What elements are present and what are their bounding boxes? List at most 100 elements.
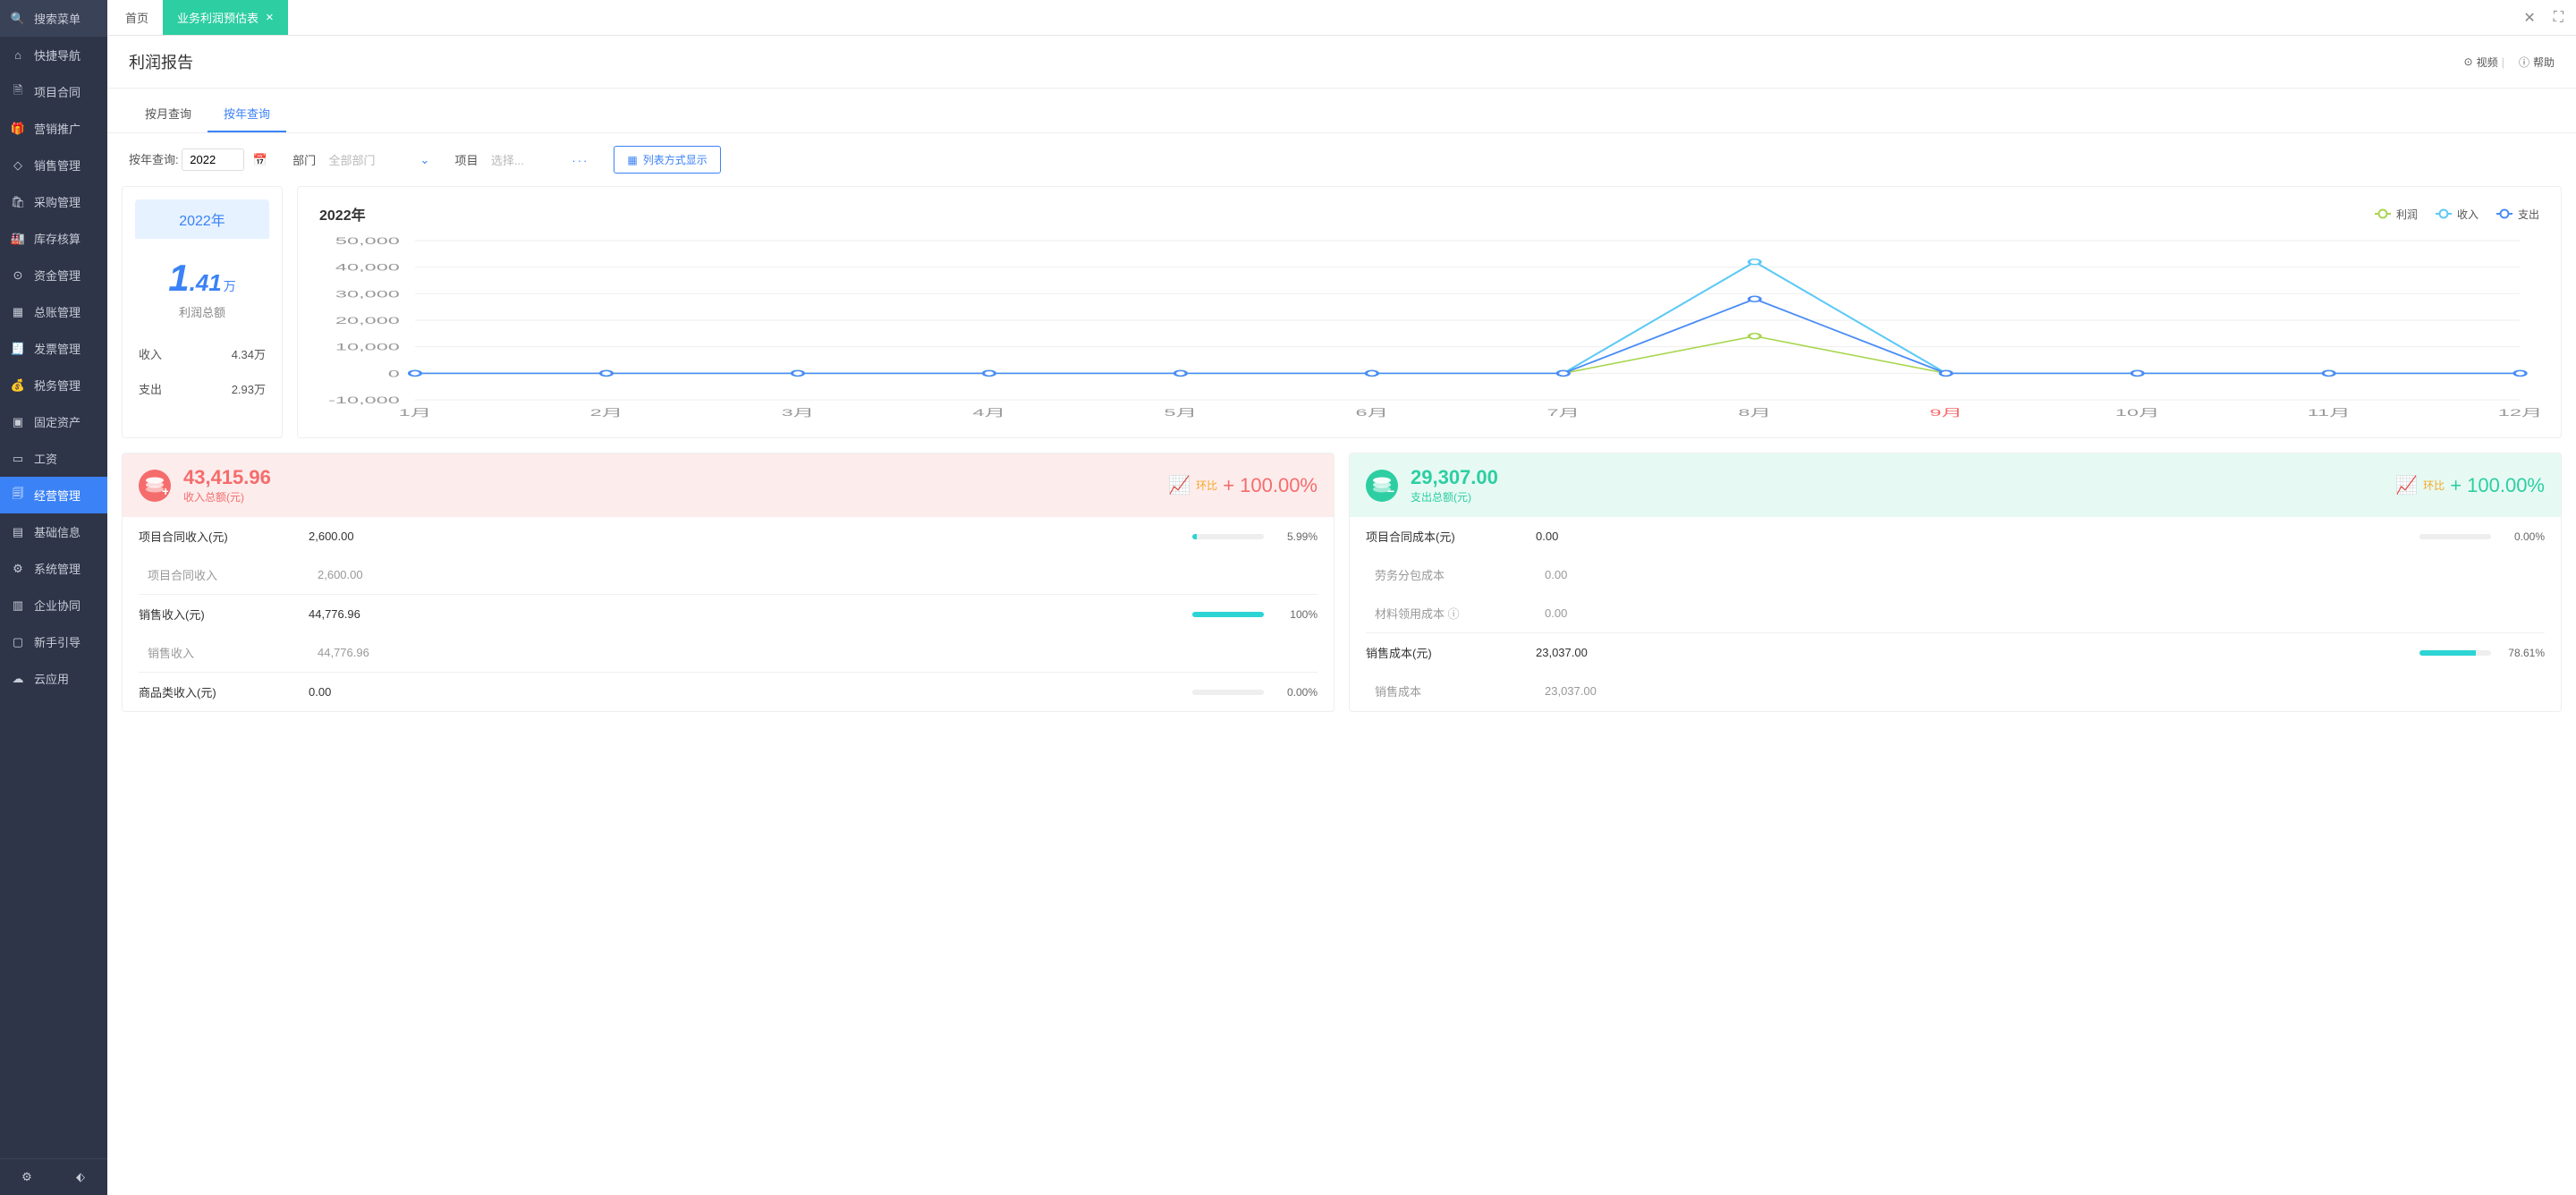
svg-text:30,000: 30,000 xyxy=(335,288,400,300)
row-value: 0.00 xyxy=(1536,530,1661,543)
settings-button[interactable]: ⚙ xyxy=(0,1159,54,1195)
dept-select[interactable]: 全部部门 ⌄ xyxy=(329,151,430,168)
row-value: 0.00 xyxy=(1545,568,1670,581)
calendar-icon[interactable]: 📅 xyxy=(253,153,267,166)
sidebar-item-0[interactable]: 🔍搜索菜单 xyxy=(0,0,107,37)
collapse-icon: ⬖ xyxy=(76,1170,85,1183)
sidebar-item-label: 快捷导航 xyxy=(34,47,80,64)
fullscreen-button[interactable]: ⛶ xyxy=(2545,10,2572,26)
expense-trend: 📈 环比 + 100.00% xyxy=(2395,474,2545,497)
line-chart: -10,000010,00020,00030,00040,00050,0001月… xyxy=(319,233,2539,421)
tabbar: 首页 业务利润预估表 × ✕ ⛶ xyxy=(107,0,2576,36)
tab-close-all-button[interactable]: ✕ xyxy=(2514,9,2544,27)
tab-label: 业务利润预估表 xyxy=(177,9,258,26)
svg-text:7月: 7月 xyxy=(1546,407,1580,419)
tab-close-icon[interactable]: × xyxy=(266,10,274,25)
sidebar-item-14[interactable]: ▤基础信息 xyxy=(0,513,107,550)
row-value: 23,037.00 xyxy=(1536,646,1661,659)
summary-row-0: 收入4.34万 xyxy=(123,336,282,371)
sidebar-item-label: 发票管理 xyxy=(34,340,80,357)
svg-text:4月: 4月 xyxy=(973,407,1006,419)
sidebar-item-label: 库存核算 xyxy=(34,230,80,247)
sidebar-item-12[interactable]: ▭工资 xyxy=(0,440,107,477)
year-badge: 2022年 xyxy=(135,199,269,239)
sidebar-footer: ⚙ ⬖ xyxy=(0,1158,107,1195)
income-label: 收入总额(元) xyxy=(183,489,271,504)
tab-0[interactable]: 首页 xyxy=(111,0,163,35)
collapse-button[interactable]: ⬖ xyxy=(54,1159,107,1195)
legend-item-0[interactable]: .lg-item:nth-child(1) .lg-sw::after{bord… xyxy=(2375,207,2418,222)
help-link[interactable]: ⓘ帮助 xyxy=(2519,55,2555,70)
summary-row-label: 支出 xyxy=(139,380,162,397)
expense-amount: 29,307.00 xyxy=(1411,466,1498,489)
summary-row-value: 2.93万 xyxy=(232,380,266,397)
summary-row-value: 4.34万 xyxy=(232,345,266,362)
search-icon: 🔍 xyxy=(11,12,25,26)
expense-icon: − xyxy=(1366,470,1398,502)
svg-text:8月: 8月 xyxy=(1738,407,1771,419)
svg-text:11月: 11月 xyxy=(2308,407,2351,419)
gift-icon: 🎁 xyxy=(11,122,25,136)
income-row-1: 项目合同收入2,600.00 xyxy=(123,555,1334,594)
sidebar-item-4[interactable]: ◇ 销售管理 xyxy=(0,147,107,183)
sidebar-item-6[interactable]: 🏭库存核算 xyxy=(0,220,107,257)
income-trend: 📈 环比 + 100.00% xyxy=(1168,474,1318,497)
sidebar-item-5[interactable]: 🛍采购管理 xyxy=(0,183,107,220)
summary-row-1: 支出 2.93万 xyxy=(123,371,282,406)
sidebar-item-2[interactable]: 🗎项目合同 xyxy=(0,73,107,110)
income-row-0: 项目合同收入(元)2,600.005.99% xyxy=(123,517,1334,555)
row-label: 项目合同收入(元) xyxy=(139,528,309,545)
chevron-down-icon: ⌄ xyxy=(420,153,430,167)
income-row-4: 销售收入44,776.96 xyxy=(123,633,1334,672)
sidebar-item-8[interactable]: ▦总账管理 xyxy=(0,293,107,330)
sidebar-item-label: 采购管理 xyxy=(34,193,80,210)
sidebar-item-10[interactable]: 💰税务管理 xyxy=(0,367,107,403)
sidebar-item-16[interactable]: ▥企业协同 xyxy=(0,587,107,623)
sidebar-item-3[interactable]: 🎁营销推广 xyxy=(0,110,107,147)
svg-text:−: − xyxy=(1387,484,1394,498)
legend-item-2[interactable]: .lg-item:nth-child(3) .lg-sw::after{bord… xyxy=(2496,207,2539,222)
video-link[interactable]: ⊙视频 xyxy=(2464,55,2498,70)
sidebar-item-9[interactable]: 🧾发票管理 xyxy=(0,330,107,367)
help-icon: ⓘ xyxy=(2519,55,2529,70)
sidebar-item-label: 工资 xyxy=(34,450,57,467)
sub-tab-1[interactable]: 按年查询 xyxy=(208,96,286,132)
list-view-button[interactable]: ▦ 列表方式显示 xyxy=(614,146,720,174)
sidebar-item-15[interactable]: ⚙系统管理 xyxy=(0,550,107,587)
chart-title: 2022年 xyxy=(319,203,366,225)
sidebar-item-label: 基础信息 xyxy=(34,523,80,540)
sidebar-item-1[interactable]: ⌂快捷导航 xyxy=(0,37,107,73)
sidebar-item-13[interactable]: 🗐经营管理 xyxy=(0,477,107,513)
sub-tabs: 按月查询按年查询 xyxy=(107,96,2576,133)
row-value: 44,776.96 xyxy=(318,646,443,659)
sidebar-item-label: 总账管理 xyxy=(34,303,80,320)
list-icon: ▦ xyxy=(627,154,637,166)
legend-item-1[interactable]: .lg-item:nth-child(2) .lg-sw::after{bord… xyxy=(2436,207,2479,222)
sidebar-item-7[interactable]: ⊙资金管理 xyxy=(0,257,107,293)
cart-icon: ◇ xyxy=(11,158,25,173)
project-select[interactable]: 选择... ··· xyxy=(491,154,589,167)
sidebar-item-17[interactable]: ▢新手引导 xyxy=(0,623,107,660)
biz-icon: 🗐 xyxy=(11,488,25,503)
year-input[interactable] xyxy=(182,148,244,171)
money-icon: ⊙ xyxy=(11,268,25,283)
sidebar-item-label: 云应用 xyxy=(34,670,69,687)
svg-text:5月: 5月 xyxy=(1165,407,1198,419)
more-icon[interactable]: ··· xyxy=(572,154,589,167)
tab-label: 首页 xyxy=(125,9,148,26)
sidebar-item-18[interactable]: ☁云应用 xyxy=(0,660,107,697)
progress-bar xyxy=(1192,534,1264,539)
progress-bar xyxy=(2419,534,2491,539)
row-value: 0.00 xyxy=(1545,606,1670,620)
svg-text:10,000: 10,000 xyxy=(335,341,400,352)
sidebar-item-label: 销售管理 xyxy=(34,157,80,174)
sidebar-item-11[interactable]: ▣固定资产 xyxy=(0,403,107,440)
row-label: 劳务分包成本 xyxy=(1375,566,1545,583)
trend-up-icon: 📈 xyxy=(2395,474,2418,496)
sidebar-item-label: 项目合同 xyxy=(34,83,80,100)
row-label: 商品类收入(元) xyxy=(139,683,309,700)
sub-tab-0[interactable]: 按月查询 xyxy=(129,96,208,132)
tab-1[interactable]: 业务利润预估表 × xyxy=(163,0,288,35)
gear-icon: ⚙ xyxy=(11,562,25,576)
svg-text:2月: 2月 xyxy=(590,407,623,419)
